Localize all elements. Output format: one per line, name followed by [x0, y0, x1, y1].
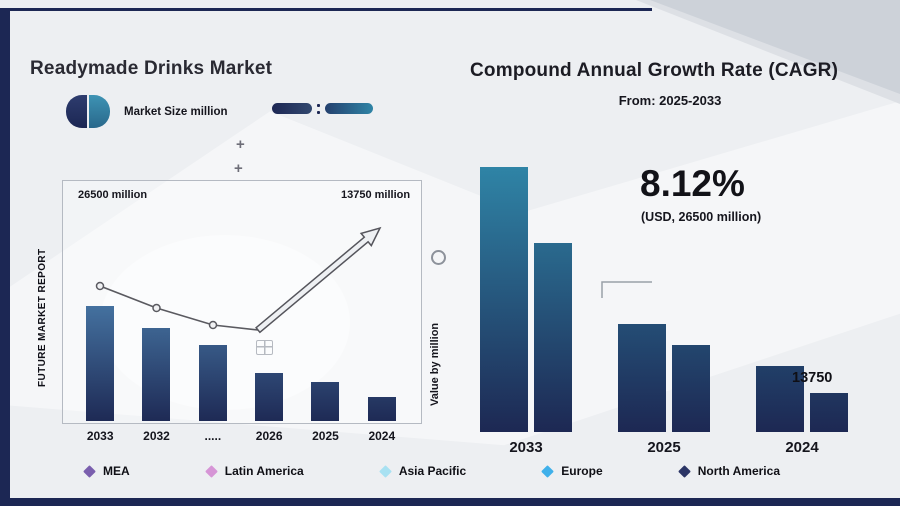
- cagr-note: (USD, 26500 million): [641, 210, 762, 224]
- cagr-value: 8.12%: [640, 163, 745, 204]
- legend-diamond-icon: [83, 464, 96, 478]
- legend-label: Asia Pacific: [398, 464, 467, 478]
- bar-2026: [255, 373, 284, 421]
- bar-2033: [86, 306, 115, 421]
- capsule-navy: [272, 103, 312, 114]
- x-label-2026: 2026: [255, 429, 283, 443]
- left-bar-cell: [72, 300, 128, 421]
- bar-2032: [142, 328, 171, 421]
- left-chart-y-axis-label: FUTURE MARKET REPORT: [37, 248, 48, 388]
- left-chart-legend: Market Size million: [66, 95, 228, 128]
- pie-right-half: [89, 95, 110, 128]
- bar-group-2024: 2024: [756, 167, 848, 456]
- bar-2024-secondary: [810, 393, 848, 432]
- left-bar-series: [72, 300, 410, 421]
- bar-pair: [480, 167, 572, 432]
- capsule-decoration-icon: [272, 103, 373, 114]
- x-label-2033: 2033: [509, 439, 543, 456]
- x-label-2032: 2032: [143, 429, 170, 443]
- left-bar-cell: [354, 300, 410, 421]
- bar-2025-primary: [618, 324, 666, 432]
- legend-label: Latin America: [224, 464, 304, 478]
- right-chart-title: Compound Annual Growth Rate (CAGR): [470, 60, 839, 81]
- x-label-.....: .....: [204, 429, 222, 443]
- bar-pair: [756, 167, 848, 432]
- legend-label: North America: [697, 464, 780, 478]
- legend-item-latin-america: Latin America: [204, 464, 304, 478]
- x-label-2024: 2024: [368, 429, 396, 443]
- legend-label-market-size: Market Size million: [124, 105, 228, 118]
- x-label-2025: 2025: [312, 429, 339, 443]
- capsule-gradient: [325, 103, 373, 114]
- legend-label: MEA: [103, 464, 130, 478]
- legend-item-north-america: North America: [677, 464, 780, 478]
- bottom-accent-stripe: [0, 498, 900, 506]
- bar-2033-primary: [480, 167, 528, 432]
- plus-icon: +: [234, 160, 243, 177]
- bar-group-2033: 2033: [480, 167, 572, 456]
- left-bar-cell: [297, 300, 353, 421]
- legend-item-europe: Europe: [541, 464, 603, 478]
- bar-2025-secondary: [672, 345, 710, 432]
- bar-2033-secondary: [534, 243, 572, 432]
- legend-diamond-icon: [541, 464, 555, 478]
- capsule-dots: [317, 103, 320, 114]
- right-chart-subtitle: From: 2025-2033: [618, 93, 722, 108]
- bar-value-annotation: 13750: [792, 370, 833, 386]
- top-accent-line: [0, 8, 652, 11]
- legend-diamond-icon: [204, 464, 218, 478]
- plus-icon: +: [236, 136, 245, 153]
- left-bar-cell: [128, 300, 184, 421]
- left-bar-cell: [241, 300, 297, 421]
- circle-icon: [431, 250, 446, 265]
- left-chart-base-value: 13750 million: [341, 189, 411, 201]
- bar-group-2025: 2025: [618, 167, 710, 456]
- left-chart-max-value: 26500 million: [78, 189, 148, 201]
- x-label-2024: 2024: [785, 439, 819, 456]
- left-x-axis-labels: 2033 2032..... 2026 2025 2024: [72, 429, 410, 443]
- legend-diamond-icon: [378, 464, 392, 478]
- pie-chart-icon: [66, 95, 110, 128]
- legend-diamond-icon: [677, 464, 691, 478]
- legend-label: Europe: [561, 464, 603, 478]
- legend-item-mea: MEA: [83, 464, 130, 478]
- window-grid-icon: [256, 340, 273, 355]
- bar-2024-primary: [756, 366, 804, 432]
- x-label-2033: 2033: [86, 429, 114, 443]
- right-chart-y-axis-label: Value by million: [429, 322, 441, 406]
- left-accent-stripe: [0, 8, 10, 506]
- region-legend: MEA Latin America Asia Pacific Europe North …: [83, 464, 780, 478]
- bar-pair: [618, 167, 710, 432]
- bar-.....: [198, 345, 227, 421]
- legend-item-asia-pacific: Asia Pacific: [378, 464, 467, 478]
- right-bar-series: 2033 2025 2024: [480, 167, 848, 456]
- left-chart-title: Readymade Drinks Market: [30, 58, 273, 79]
- bar-2024: [367, 397, 396, 421]
- left-bar-cell: [185, 300, 241, 421]
- bar-2025: [311, 382, 340, 421]
- x-label-2025: 2025: [647, 439, 681, 456]
- pie-left-half: [66, 95, 87, 128]
